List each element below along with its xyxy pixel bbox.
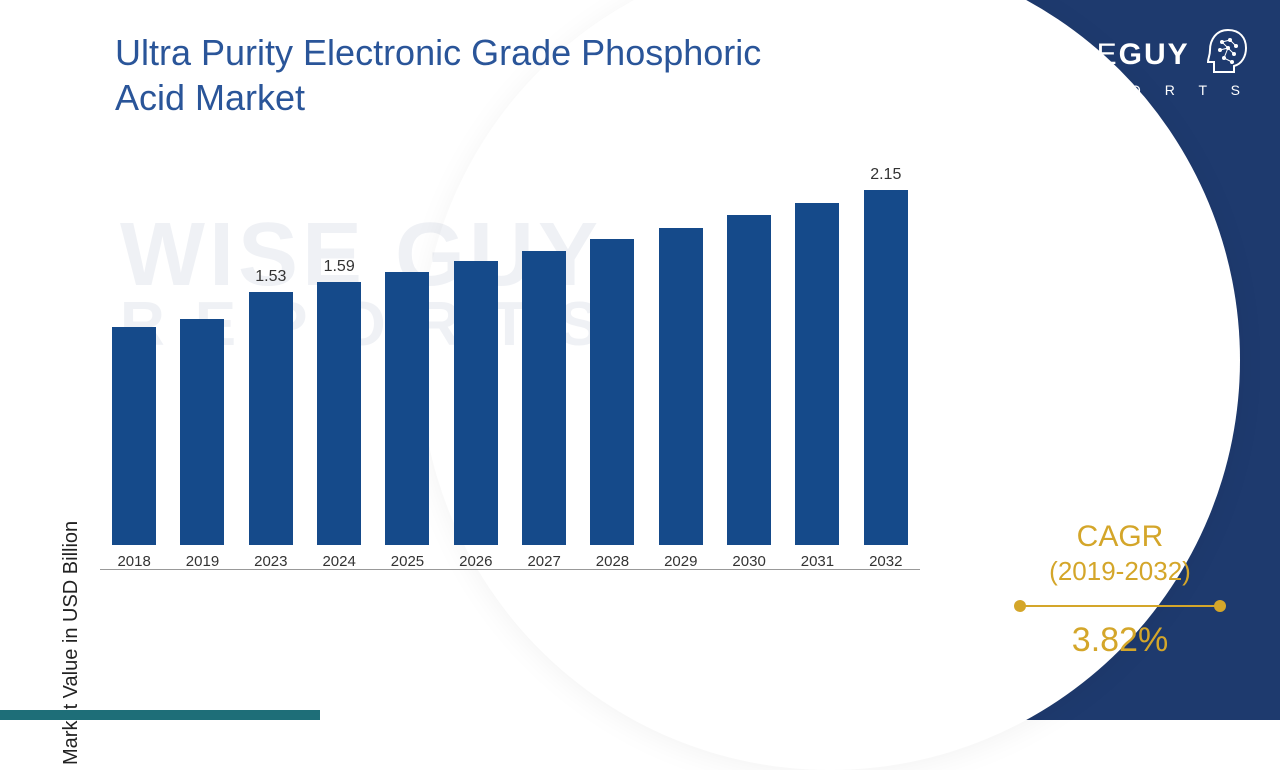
x-axis-line xyxy=(100,569,920,570)
bar-group: 1.59 2024 xyxy=(305,258,373,570)
x-tick-label: 2028 xyxy=(596,553,629,570)
x-tick-label: 2030 xyxy=(732,553,765,570)
bar-value-label: 1.59 xyxy=(324,258,355,278)
x-tick-label: 2027 xyxy=(527,553,560,570)
bar xyxy=(454,261,498,545)
bar xyxy=(727,215,771,545)
bar xyxy=(317,282,361,545)
bar-chart: 2018 2019 1.53 2023 1.59 2024 2025 2026 2027 2028… xyxy=(60,170,920,620)
bar-group: 2018 xyxy=(100,303,168,570)
brand-logo: WISEGUY R E P O R T S xyxy=(1030,28,1250,98)
bar-group: 2031 xyxy=(783,179,851,570)
x-tick-label: 2026 xyxy=(459,553,492,570)
bar xyxy=(522,251,566,545)
bar xyxy=(180,319,224,545)
x-tick-label: 2024 xyxy=(322,553,355,570)
page-root: WISEGUY R E P O R T S CAGR xyxy=(0,0,1280,720)
bar xyxy=(249,292,293,545)
brand-word-wise: WISE xyxy=(1034,38,1119,71)
x-tick-label: 2019 xyxy=(186,553,219,570)
bar xyxy=(795,203,839,545)
x-tick-label: 2018 xyxy=(117,553,150,570)
x-tick-label: 2029 xyxy=(664,553,697,570)
bar-value-label: 1.53 xyxy=(255,268,286,288)
cagr-block: CAGR (2019-2032) 3.82% xyxy=(990,520,1250,660)
bar-group: 2029 xyxy=(647,204,715,570)
cagr-divider xyxy=(1020,605,1220,607)
bar xyxy=(590,239,634,545)
bar xyxy=(112,327,156,545)
bar-group: 2027 xyxy=(510,227,578,570)
chart-title: Ultra Purity Electronic Grade Phosphoric… xyxy=(115,30,815,120)
bar-group: 2030 xyxy=(715,191,783,570)
plot-area: 2018 2019 1.53 2023 1.59 2024 2025 2026 2027 2028… xyxy=(100,170,920,570)
bottom-accent-bar xyxy=(0,710,320,720)
brand-head-icon xyxy=(1206,28,1250,84)
x-tick-label: 2023 xyxy=(254,553,287,570)
bar-group: 2025 xyxy=(373,248,441,570)
bar-group: 2019 xyxy=(168,295,236,570)
bar xyxy=(385,272,429,545)
brand-line2: R E P O R T S xyxy=(1030,82,1250,98)
bar-group: 1.53 2023 xyxy=(237,268,305,570)
brand-line1: WISEGUY xyxy=(1030,28,1250,84)
x-tick-label: 2025 xyxy=(391,553,424,570)
cagr-value: 3.82% xyxy=(990,621,1250,660)
x-tick-label: 2032 xyxy=(869,553,902,570)
bar xyxy=(659,228,703,545)
bar-group: 2026 xyxy=(442,237,510,570)
cagr-title: CAGR xyxy=(990,520,1250,554)
bar-group: 2.15 2032 xyxy=(852,166,920,570)
bar-group: 2028 xyxy=(578,215,646,570)
bar-value-label: 2.15 xyxy=(870,166,901,186)
x-tick-label: 2031 xyxy=(801,553,834,570)
cagr-years: (2019-2032) xyxy=(990,556,1250,587)
brand-word-guy: GUY xyxy=(1119,38,1190,71)
bar xyxy=(864,190,908,545)
bars-container: 2018 2019 1.53 2023 1.59 2024 2025 2026 2027 2028… xyxy=(100,170,920,570)
